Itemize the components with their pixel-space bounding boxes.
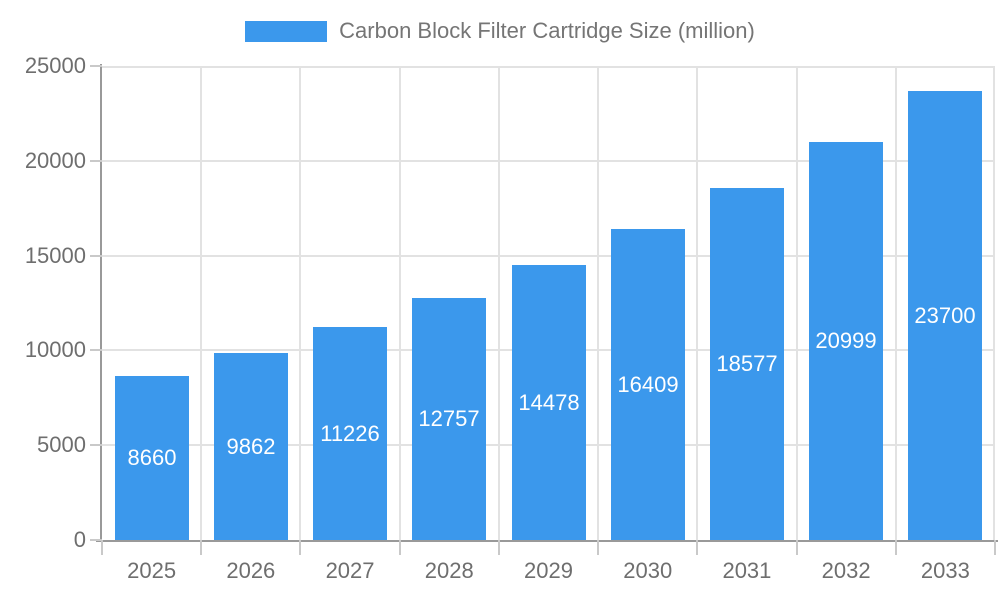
x-tick-label: 2029 — [524, 558, 573, 583]
x-axis-tick — [895, 540, 897, 555]
horizontal-gridline — [102, 66, 995, 68]
bar-value-label: 14478 — [518, 389, 580, 415]
horizontal-gridline — [102, 159, 995, 162]
plot-area: 8660 9862 11226 12757 14478 16409 18577 20999 23… — [102, 66, 995, 540]
bar-value-label: 8660 — [127, 445, 177, 470]
x-tick-label: 2028 — [424, 558, 474, 583]
x-axis-tick — [597, 540, 599, 555]
bar-value-label: 23700 — [914, 302, 976, 328]
bar-2031: 18577 — [710, 188, 784, 540]
y-axis-line — [100, 64, 102, 542]
bar-2030: 16409 — [611, 229, 685, 540]
bar-value-label: 20999 — [815, 328, 877, 353]
x-tick-label: 2030 — [623, 558, 673, 583]
vertical-gridline — [299, 66, 301, 540]
horizontal-gridline — [102, 254, 995, 257]
bar-value-label: 12757 — [418, 406, 480, 431]
vertical-gridline — [399, 66, 401, 540]
vertical-gridline — [696, 66, 698, 540]
legend-label: Carbon Block Filter Cartridge Size (mill… — [339, 18, 755, 43]
x-axis-tick — [994, 540, 996, 555]
y-axis-tick — [90, 444, 102, 447]
x-tick-label: 2032 — [821, 558, 871, 583]
y-tick-label: 25000 — [24, 53, 86, 78]
y-axis-tick — [90, 159, 102, 162]
bar-2029: 14478 — [512, 265, 586, 540]
vertical-gridline — [796, 66, 798, 540]
x-axis-tick — [498, 540, 500, 555]
vertical-gridline — [993, 66, 995, 540]
bar-2026: 9862 — [214, 353, 288, 540]
x-tick-label: 2027 — [325, 558, 375, 583]
x-tick-label: 2025 — [127, 558, 177, 583]
y-tick-label: 20000 — [24, 147, 86, 173]
x-axis-tick — [200, 540, 202, 555]
x-axis-tick — [299, 540, 301, 555]
x-tick-label: 2031 — [722, 558, 772, 583]
bar-2025: 8660 — [115, 376, 189, 540]
x-axis-tick — [696, 540, 698, 555]
x-axis-tick — [101, 540, 103, 555]
vertical-gridline — [895, 66, 897, 540]
y-axis-tick — [90, 65, 102, 67]
bar-value-label: 11226 — [320, 420, 380, 446]
chart-legend[interactable]: Carbon Block Filter Cartridge Size (mill… — [0, 17, 1000, 45]
bar-value-label: 16409 — [617, 371, 679, 397]
bar-2033: 23700 — [908, 91, 982, 540]
bar-2027: 11226 — [313, 327, 387, 540]
legend-swatch — [245, 20, 328, 42]
vertical-gridline — [498, 66, 500, 540]
y-axis-tick — [90, 254, 102, 257]
bar-value-label: 9862 — [226, 433, 276, 459]
x-axis-line — [96, 540, 998, 542]
x-axis-tick — [796, 540, 798, 555]
bar-2032: 20999 — [809, 142, 883, 540]
bar-2028: 12757 — [412, 298, 486, 540]
x-tick-label: 2033 — [920, 558, 970, 583]
bar-value-label: 18577 — [716, 351, 778, 376]
y-tick-label: 10000 — [24, 337, 86, 363]
y-tick-label: 5000 — [37, 432, 86, 458]
x-axis-tick — [399, 540, 401, 555]
x-tick-label: 2026 — [226, 558, 276, 583]
vertical-gridline — [200, 66, 202, 540]
y-tick-label: 15000 — [24, 242, 86, 268]
y-tick-label: 0 — [73, 527, 86, 552]
y-axis-tick — [90, 349, 102, 352]
y-axis-tick — [90, 539, 102, 541]
vertical-gridline — [597, 66, 599, 540]
